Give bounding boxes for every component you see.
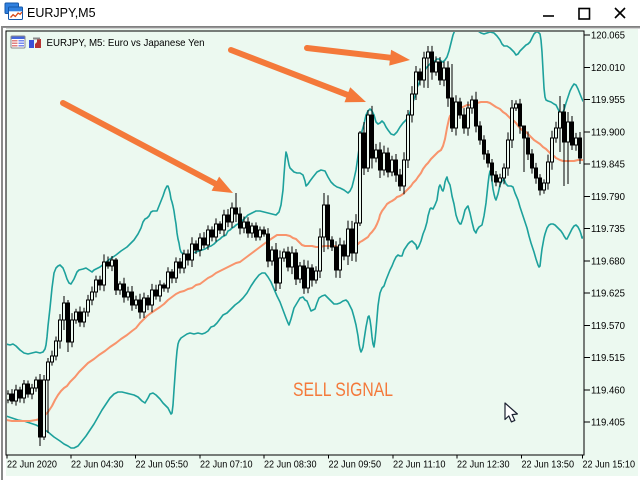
svg-text:120.065: 120.065: [591, 31, 625, 42]
svg-text:119.570: 119.570: [591, 321, 625, 332]
svg-text:EURJPY,M5: EURJPY,M5: [27, 6, 96, 20]
svg-text:119.405: 119.405: [591, 418, 625, 429]
svg-text:119.460: 119.460: [591, 385, 625, 396]
svg-text:22 Jun 12:30: 22 Jun 12:30: [457, 460, 510, 471]
svg-text:22 Jun 2020: 22 Jun 2020: [7, 460, 57, 471]
svg-text:22 Jun 04:30: 22 Jun 04:30: [71, 460, 124, 471]
svg-text:119.900: 119.900: [591, 127, 625, 138]
svg-text:22 Jun 15:10: 22 Jun 15:10: [583, 460, 636, 471]
svg-text:22 Jun 08:30: 22 Jun 08:30: [264, 460, 317, 471]
svg-text:22 Jun 09:50: 22 Jun 09:50: [329, 460, 382, 471]
svg-text:22 Jun 07:10: 22 Jun 07:10: [200, 460, 253, 471]
svg-text:119.625: 119.625: [591, 289, 625, 300]
svg-text:119.845: 119.845: [591, 160, 625, 171]
svg-text:22 Jun 13:50: 22 Jun 13:50: [522, 460, 575, 471]
svg-text:119.515: 119.515: [591, 353, 625, 364]
svg-text:119.735: 119.735: [591, 224, 625, 235]
svg-text:119.790: 119.790: [591, 192, 625, 203]
svg-text:22 Jun 11:10: 22 Jun 11:10: [393, 460, 446, 471]
svg-text:SELL SIGNAL: SELL SIGNAL: [293, 379, 393, 401]
svg-text:120.010: 120.010: [591, 63, 625, 74]
svg-text:EURJPY, M5: Euro vs Japanese: EURJPY, M5: Euro vs Japanese Yen: [47, 37, 205, 49]
svg-text:119.680: 119.680: [591, 256, 625, 267]
svg-text:119.955: 119.955: [591, 95, 625, 106]
svg-text:22 Jun 05:50: 22 Jun 05:50: [136, 460, 189, 471]
